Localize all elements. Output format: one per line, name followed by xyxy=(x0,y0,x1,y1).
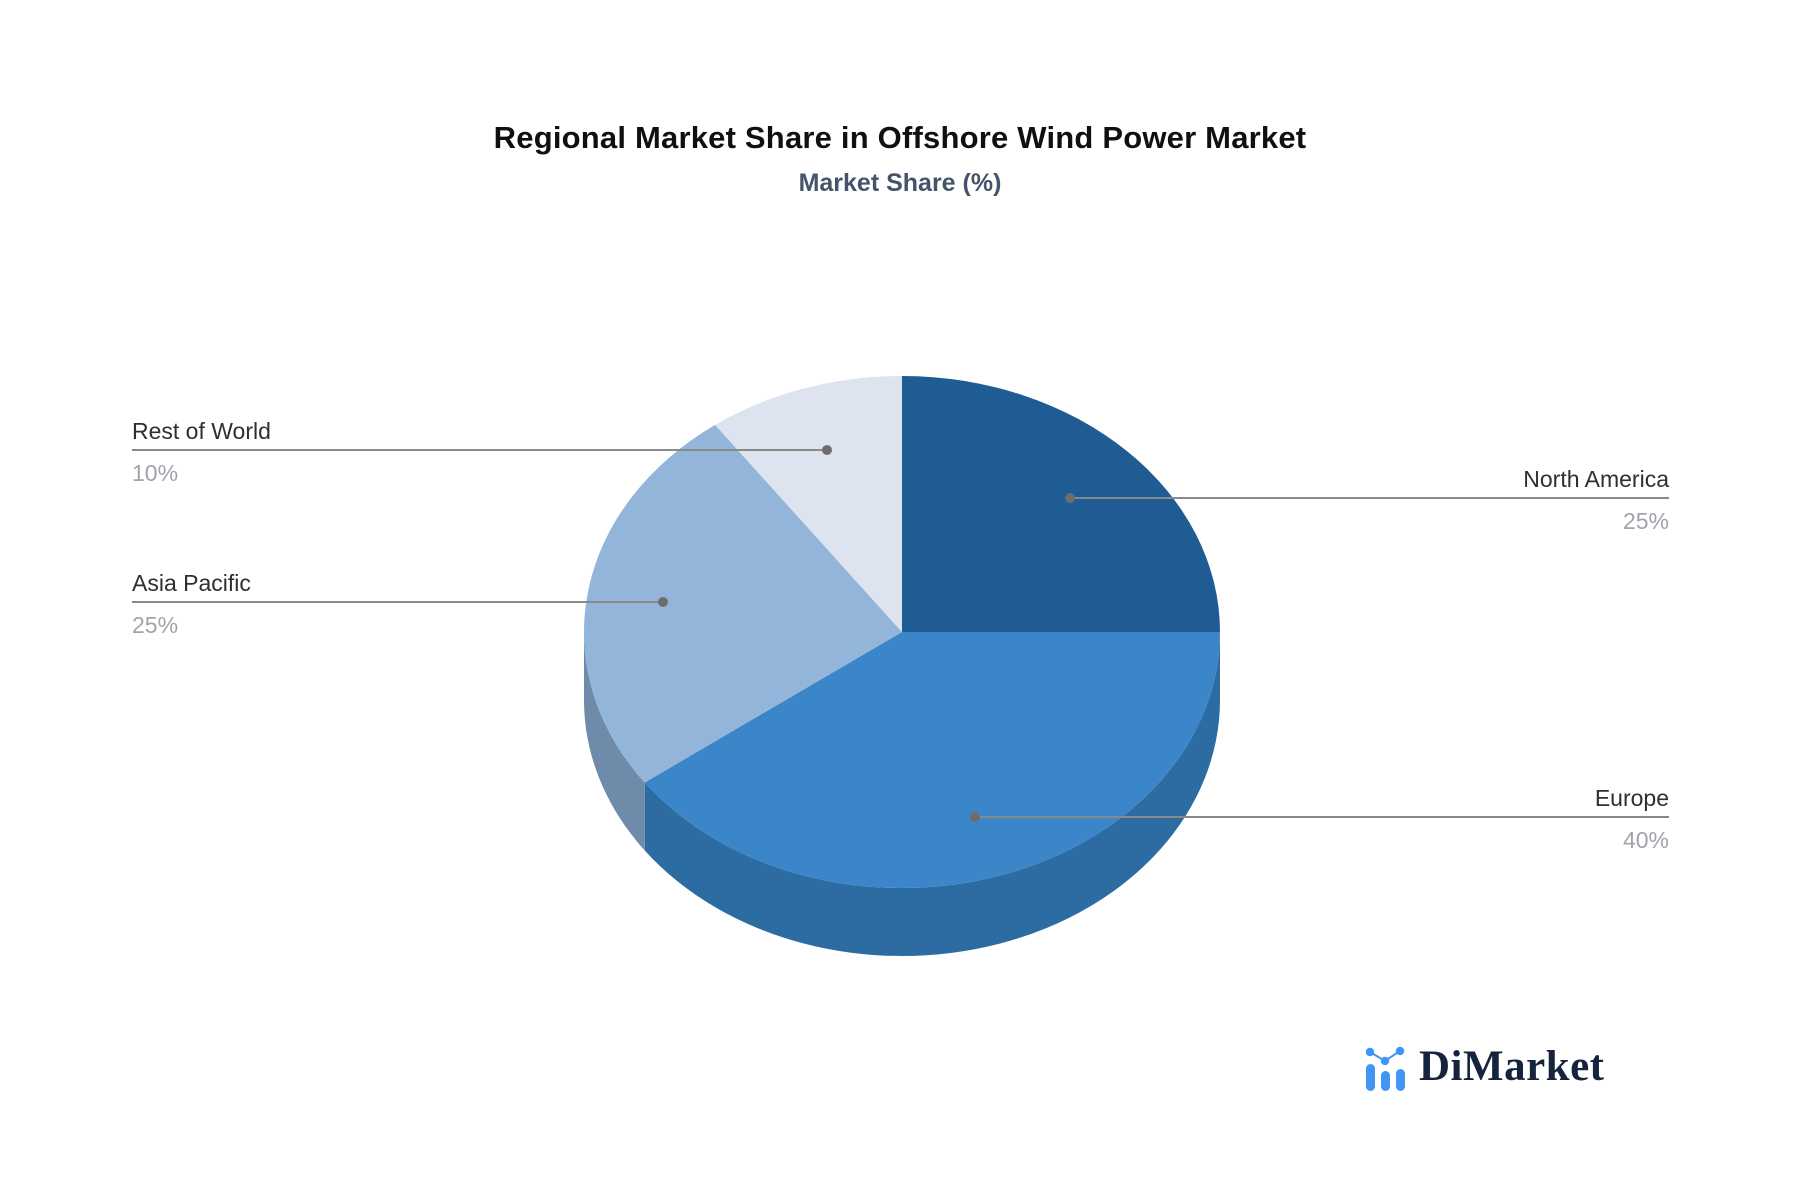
pie-slice-asia-pacific xyxy=(583,424,902,783)
brand-logo-text: DiMarket xyxy=(1419,1043,1605,1090)
chart-title: Regional Market Share in Offshore Wind P… xyxy=(493,120,1307,155)
pie-side-europe xyxy=(644,632,1220,956)
slice-label-europe: Europe xyxy=(1594,785,1669,811)
slice-label-north-america: North America xyxy=(1523,466,1669,492)
leader-line-europe xyxy=(975,816,1669,818)
pie-side-asia-pacific xyxy=(584,632,645,851)
slice-pct-north-america: 25% xyxy=(1622,508,1669,534)
leader-line-rest-of-world xyxy=(132,449,827,451)
slice-label-asia-pacific: Asia Pacific xyxy=(132,570,251,596)
pie-slice-europe xyxy=(644,632,1220,888)
leader-dot-asia-pacific xyxy=(658,597,668,607)
pie-slice-north-america xyxy=(902,376,1220,632)
pie-slice-rest-of-world xyxy=(715,376,902,632)
leader-dot-rest-of-world xyxy=(822,445,832,455)
leader-dot-europe xyxy=(970,812,980,822)
brand-logo: DiMarket xyxy=(1366,1043,1605,1091)
bar-line-chart-icon xyxy=(1366,1046,1405,1091)
leader-line-north-america xyxy=(1070,497,1669,499)
leader-dot-north-america xyxy=(1065,493,1075,503)
leader-line-asia-pacific xyxy=(132,601,663,603)
slice-pct-rest-of-world: 10% xyxy=(132,460,179,486)
slice-pct-europe: 40% xyxy=(1622,827,1669,853)
slice-pct-asia-pacific: 25% xyxy=(132,612,179,638)
chart-subtitle: Market Share (%) xyxy=(798,169,1002,197)
slice-label-rest-of-world: Rest of World xyxy=(132,418,271,444)
